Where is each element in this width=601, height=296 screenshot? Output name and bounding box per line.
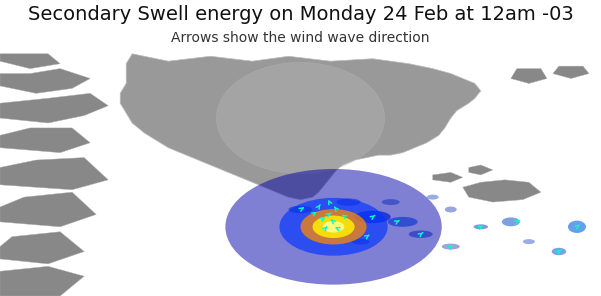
Polygon shape [0, 128, 90, 153]
Polygon shape [0, 232, 84, 264]
Ellipse shape [279, 198, 388, 256]
Ellipse shape [474, 224, 488, 229]
Ellipse shape [427, 195, 439, 200]
Text: Secondary Swell energy on Monday 24 Feb at 12am -03: Secondary Swell energy on Monday 24 Feb … [28, 5, 573, 24]
Ellipse shape [445, 207, 457, 213]
Ellipse shape [352, 239, 370, 244]
Ellipse shape [523, 239, 535, 244]
Ellipse shape [313, 215, 355, 238]
Ellipse shape [288, 206, 313, 213]
Polygon shape [0, 54, 60, 69]
Ellipse shape [409, 231, 433, 238]
Ellipse shape [323, 221, 344, 233]
Polygon shape [469, 165, 493, 175]
Ellipse shape [337, 198, 361, 206]
Polygon shape [553, 66, 589, 78]
Ellipse shape [568, 221, 586, 233]
Ellipse shape [382, 199, 400, 205]
Ellipse shape [502, 217, 520, 226]
Ellipse shape [552, 248, 566, 255]
Polygon shape [511, 69, 547, 83]
Ellipse shape [442, 244, 460, 250]
Ellipse shape [300, 209, 367, 244]
Polygon shape [0, 93, 108, 123]
Polygon shape [0, 69, 90, 93]
Polygon shape [0, 266, 84, 296]
Ellipse shape [216, 62, 385, 174]
Text: Arrows show the wind wave direction: Arrows show the wind wave direction [171, 31, 430, 45]
Polygon shape [0, 157, 108, 190]
Polygon shape [463, 180, 541, 202]
Polygon shape [433, 172, 463, 182]
Polygon shape [0, 192, 96, 227]
Ellipse shape [225, 169, 442, 285]
Ellipse shape [388, 217, 418, 227]
Polygon shape [120, 54, 481, 200]
Ellipse shape [355, 211, 391, 223]
